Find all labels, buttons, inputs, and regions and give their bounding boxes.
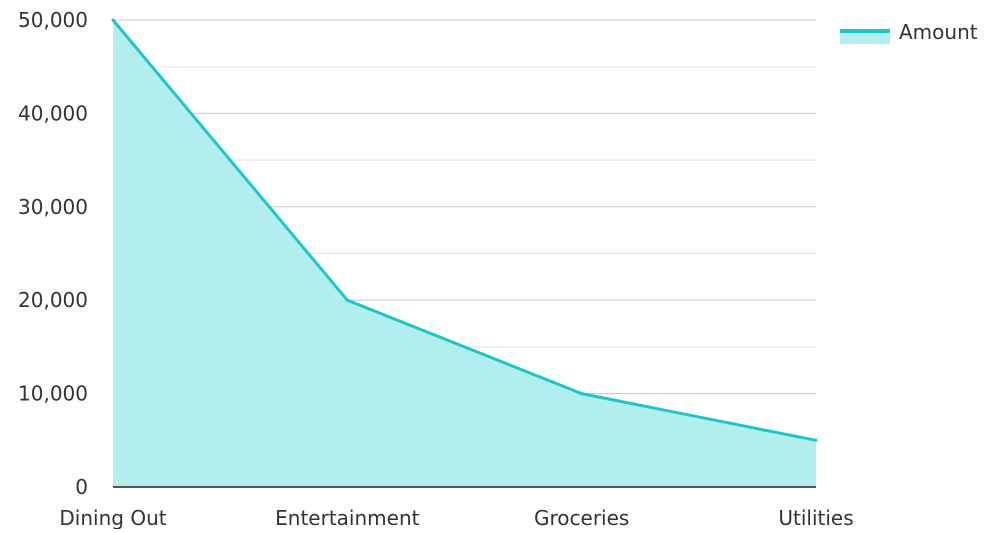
- y-tick-label: 50,000: [18, 8, 88, 32]
- x-tick-label: Entertainment: [275, 506, 419, 529]
- y-tick-label: 40,000: [18, 101, 88, 125]
- area-layer: [111, 18, 818, 487]
- data-point: [814, 438, 818, 442]
- data-point: [111, 18, 115, 22]
- x-tick-label: Utilities: [778, 506, 853, 529]
- x-tick-label: Groceries: [534, 506, 629, 529]
- axes: 0 10,000 20,000 30,000 40,000 50,000 Dining Ou…: [18, 8, 854, 530]
- x-tick-label: Dining Out: [59, 506, 166, 529]
- y-tick-label: 30,000: [18, 195, 88, 219]
- y-tick-label: 0: [75, 475, 88, 499]
- legend-swatch-fill: [840, 31, 890, 44]
- legend: Amount: [840, 20, 978, 44]
- legend-label-amount: Amount: [899, 20, 978, 44]
- data-point: [345, 298, 349, 302]
- series-area-amount: [113, 20, 816, 487]
- data-point: [580, 392, 584, 396]
- y-tick-label: 10,000: [18, 382, 88, 406]
- series-line-amount: [111, 19, 817, 442]
- y-tick-label: 20,000: [18, 288, 88, 312]
